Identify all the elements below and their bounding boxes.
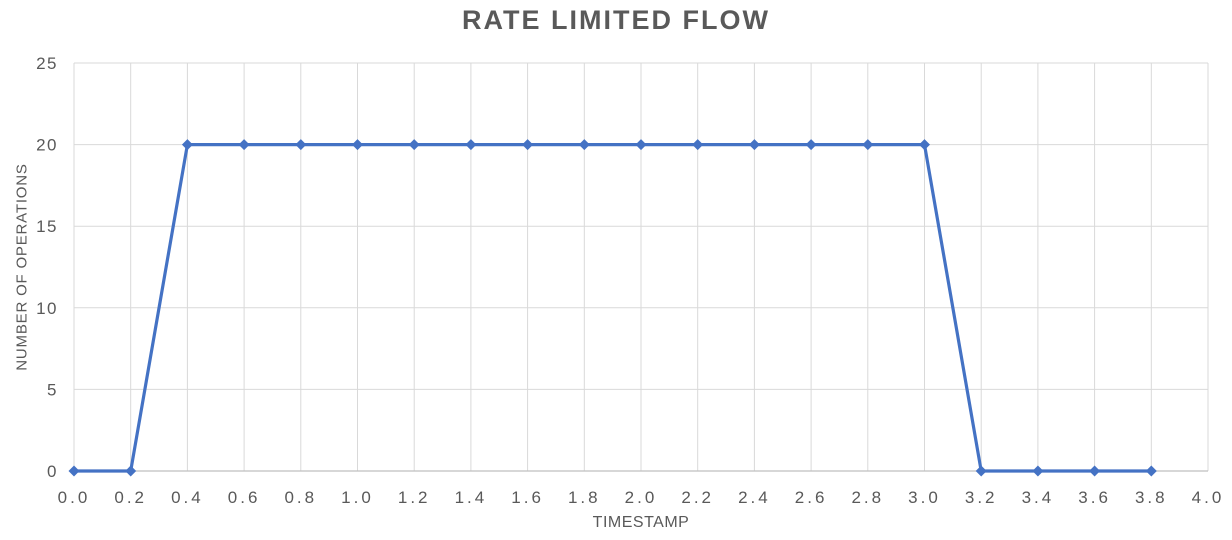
x-tick-label: 3.6 bbox=[1078, 488, 1111, 507]
x-tick-label: 3.2 bbox=[965, 488, 998, 507]
x-tick-label: 0.2 bbox=[114, 488, 147, 507]
x-tick-label: 2.6 bbox=[795, 488, 828, 507]
x-tick-label: 0.6 bbox=[228, 488, 261, 507]
x-tick-label: 1.2 bbox=[398, 488, 431, 507]
data-point-marker bbox=[522, 139, 534, 151]
data-point-marker bbox=[919, 139, 930, 151]
data-point-marker bbox=[1145, 465, 1157, 477]
x-tick-label: 1.6 bbox=[511, 488, 544, 507]
data-point-marker bbox=[862, 139, 874, 151]
x-tick-label: 0.8 bbox=[284, 488, 317, 507]
data-point-marker bbox=[295, 139, 307, 151]
data-point-marker bbox=[68, 465, 80, 477]
x-tick-label: 2.4 bbox=[738, 488, 771, 507]
x-tick-label: 1.0 bbox=[341, 488, 374, 507]
y-tick-label: 15 bbox=[36, 217, 58, 236]
chart-title: RATE LIMITED FLOW bbox=[462, 5, 770, 35]
data-point-marker bbox=[352, 139, 363, 151]
x-tick-label: 2.2 bbox=[681, 488, 714, 507]
data-point-marker bbox=[181, 139, 193, 151]
data-point-marker bbox=[975, 465, 987, 477]
data-point-marker bbox=[238, 139, 250, 151]
x-tick-label: 2.8 bbox=[851, 488, 884, 507]
data-point-marker bbox=[408, 139, 420, 151]
x-tick-label: 4.0 bbox=[1192, 488, 1225, 507]
data-point-marker bbox=[1089, 465, 1101, 477]
series-line bbox=[72, 143, 1153, 473]
x-tick-label: 3.8 bbox=[1135, 488, 1168, 507]
x-tick-label: 0.4 bbox=[171, 488, 204, 507]
data-point-marker bbox=[1032, 465, 1044, 477]
x-axis-title: TIMESTAMP bbox=[592, 514, 690, 531]
data-point-marker bbox=[748, 139, 760, 151]
x-tick-label: 3.0 bbox=[908, 488, 941, 507]
x-tick-label: 0.0 bbox=[58, 488, 91, 507]
data-point-marker bbox=[465, 139, 477, 151]
x-tick-label: 1.4 bbox=[455, 488, 488, 507]
y-tick-label: 0 bbox=[47, 462, 58, 481]
x-tick-label: 2.0 bbox=[625, 488, 658, 507]
x-tick-label: 1.8 bbox=[568, 488, 601, 507]
x-tick-label: 3.4 bbox=[1022, 488, 1055, 507]
data-point-marker bbox=[578, 139, 590, 151]
y-tick-label: 10 bbox=[36, 299, 58, 318]
y-tick-label: 25 bbox=[36, 54, 58, 73]
data-point-marker bbox=[805, 139, 817, 151]
data-point-marker bbox=[125, 465, 137, 477]
data-point-marker bbox=[692, 139, 704, 151]
data-point-marker bbox=[635, 139, 647, 151]
y-tick-label: 20 bbox=[36, 136, 58, 155]
y-tick-label: 5 bbox=[47, 380, 58, 399]
